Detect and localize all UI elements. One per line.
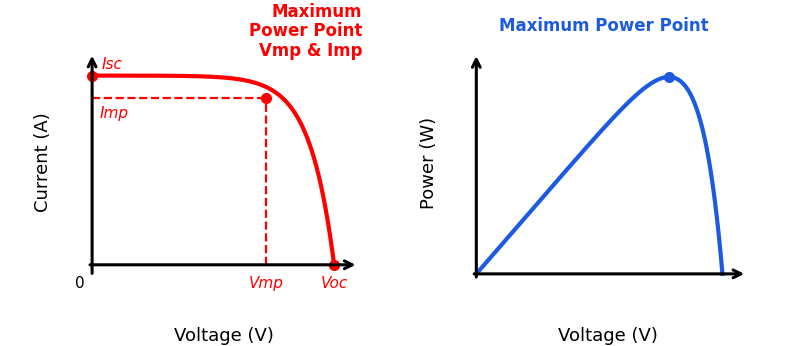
Text: 0: 0 bbox=[75, 276, 85, 291]
Text: Voltage (V): Voltage (V) bbox=[174, 327, 274, 345]
Text: Imp: Imp bbox=[99, 106, 128, 121]
Text: Isc: Isc bbox=[102, 57, 122, 72]
Text: Voc: Voc bbox=[321, 276, 348, 291]
Text: Vmp & Imp: Vmp & Imp bbox=[258, 42, 362, 60]
Text: Maximum: Maximum bbox=[272, 3, 362, 21]
Text: Power (W): Power (W) bbox=[421, 117, 438, 209]
Text: Current (A): Current (A) bbox=[34, 113, 51, 212]
Text: Power Point: Power Point bbox=[249, 22, 362, 40]
Text: Voltage (V): Voltage (V) bbox=[558, 327, 658, 345]
Text: Vmp: Vmp bbox=[249, 276, 284, 291]
Text: Maximum Power Point: Maximum Power Point bbox=[499, 17, 709, 35]
